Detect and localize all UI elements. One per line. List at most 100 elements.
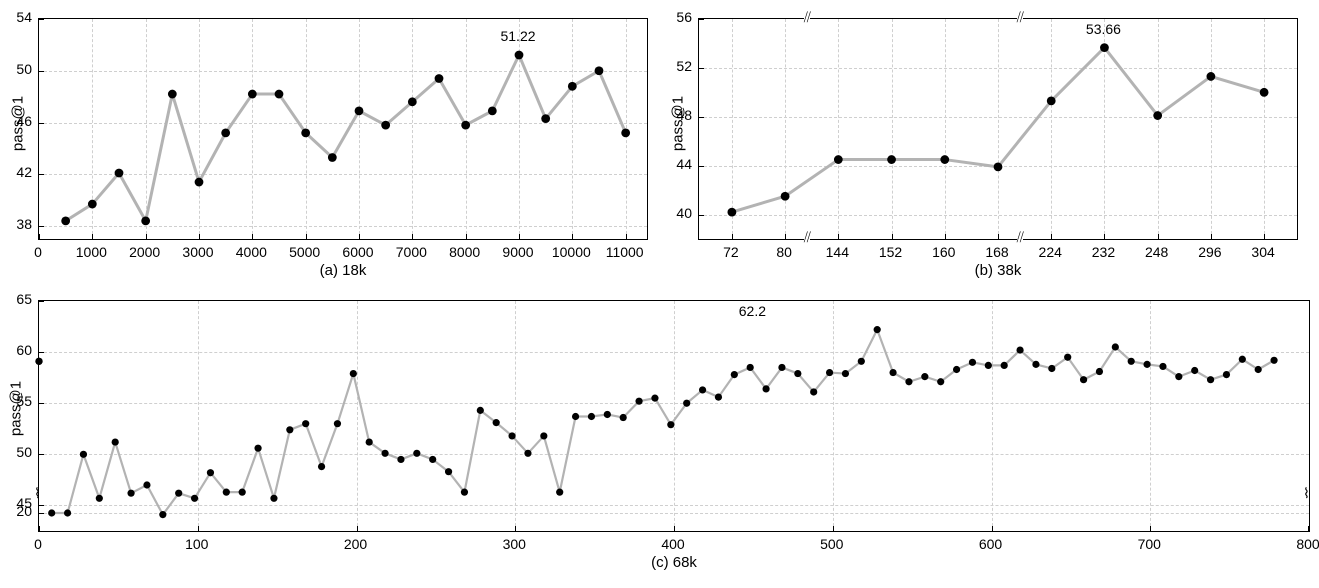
data-point-marker xyxy=(1100,43,1109,52)
data-point-marker xyxy=(190,494,199,502)
data-point-marker xyxy=(381,449,389,457)
x-tick-mark xyxy=(944,234,946,239)
data-point-marker xyxy=(434,74,444,83)
data-point-marker xyxy=(461,120,471,130)
x-tick-label: 600 xyxy=(978,536,1003,552)
x-tick-mark xyxy=(1308,526,1309,531)
data-point-marker xyxy=(413,449,421,457)
data-point-marker xyxy=(1016,346,1024,354)
data-point-marker xyxy=(780,191,790,201)
x-tick-label: 8000 xyxy=(449,244,481,260)
data-point-marker xyxy=(1079,376,1088,384)
x-tick-mark xyxy=(991,526,993,531)
data-point-marker xyxy=(540,432,548,440)
data-point-marker xyxy=(746,363,754,372)
data-point-marker xyxy=(619,413,627,422)
data-point-marker xyxy=(541,114,551,124)
x-tick-mark xyxy=(359,234,360,239)
data-point-marker xyxy=(286,426,294,434)
data-point-marker xyxy=(333,420,342,428)
data-point-marker xyxy=(1064,353,1072,361)
data-point-marker xyxy=(1143,360,1151,368)
data-point-marker xyxy=(302,420,310,428)
x-tick-label: 4000 xyxy=(235,244,267,260)
x-tick-mark xyxy=(39,526,40,531)
y-tick-label: 40 xyxy=(676,204,692,221)
data-point-marker xyxy=(381,120,391,130)
data-point-marker xyxy=(905,378,913,386)
panel-c-caption: (c) 68k xyxy=(651,554,697,571)
x-tick-label: 232 xyxy=(1091,244,1116,260)
x-tick-mark xyxy=(412,234,414,239)
x-tick-label: 100 xyxy=(185,536,209,552)
x-tick-mark xyxy=(252,234,254,239)
x-tick-label: 80 xyxy=(776,244,792,260)
data-point-marker xyxy=(667,421,675,429)
data-point-marker xyxy=(857,357,865,365)
series-polyline xyxy=(64,53,628,223)
x-tick-label: 500 xyxy=(820,536,844,552)
data-point-marker xyxy=(206,469,215,477)
data-point-marker xyxy=(365,438,373,446)
x-tick-label: 1000 xyxy=(75,244,107,260)
x-tick-mark xyxy=(465,234,467,239)
x-tick-mark xyxy=(92,234,94,239)
data-point-marker xyxy=(1270,356,1278,364)
y-tick-label: 50 xyxy=(16,60,32,77)
data-point-marker xyxy=(1206,72,1216,81)
data-point-marker xyxy=(254,444,262,452)
y-tick-label: 42 xyxy=(16,164,32,181)
data-point-marker xyxy=(327,153,337,162)
data-point-marker xyxy=(301,128,311,138)
y-tick-mark xyxy=(39,505,44,507)
panel-c: pass@1 (c) 68k 20 45 50 55 60 65 ⌇ ⌇ 0 100 200 300 4… xyxy=(0,290,1319,588)
x-tick-label: 304 xyxy=(1251,244,1275,260)
data-point-marker xyxy=(274,89,284,99)
data-point-marker xyxy=(635,397,643,405)
y-tick-mark xyxy=(39,174,44,176)
data-point-marker xyxy=(35,357,43,365)
data-point-marker xyxy=(61,216,71,226)
x-tick-label: 700 xyxy=(1137,536,1161,552)
x-tick-label: 168 xyxy=(985,244,1009,260)
data-point-marker xyxy=(587,412,596,421)
data-point-marker xyxy=(683,399,691,407)
data-point-marker xyxy=(111,438,119,446)
peak-annotation: 51.22 xyxy=(500,27,536,44)
y-tick-mark xyxy=(39,70,44,72)
panel-b-plot-frame xyxy=(698,18,1298,240)
x-tick-mark xyxy=(572,234,574,239)
x-tick-label: 300 xyxy=(502,536,526,552)
x-tick-label: 9000 xyxy=(502,244,534,260)
data-point-marker xyxy=(1048,364,1056,373)
data-point-marker xyxy=(63,509,72,517)
x-axis-break-mark: ⧸⧸ xyxy=(1016,10,1024,24)
y-tick-mark xyxy=(39,122,44,124)
series-line-pass-at-1 xyxy=(35,326,1278,519)
x-tick-mark xyxy=(832,526,834,531)
x-tick-label: 7000 xyxy=(395,244,427,260)
x-tick-mark xyxy=(1264,234,1266,239)
data-point-marker xyxy=(968,358,977,366)
y-tick-label: 60 xyxy=(16,342,32,359)
data-point-marker xyxy=(221,128,231,138)
data-point-marker xyxy=(1000,361,1008,369)
data-point-marker xyxy=(87,199,97,209)
x-tick-mark xyxy=(1210,234,1212,239)
y-tick-label: 44 xyxy=(676,155,692,172)
data-point-marker xyxy=(594,66,604,76)
y-tick-mark xyxy=(699,67,704,69)
y-tick-mark xyxy=(39,352,44,354)
x-tick-mark xyxy=(891,234,893,239)
data-point-marker xyxy=(762,385,770,393)
y-tick-mark xyxy=(39,513,44,514)
x-tick-mark xyxy=(1051,234,1053,239)
y-tick-mark xyxy=(699,214,704,216)
data-point-marker xyxy=(730,371,738,379)
peak-annotation: 53.66 xyxy=(1085,20,1121,37)
y-tick-mark xyxy=(699,116,704,118)
x-tick-mark xyxy=(785,234,787,239)
x-tick-mark xyxy=(674,526,675,531)
data-point-marker xyxy=(159,511,167,519)
